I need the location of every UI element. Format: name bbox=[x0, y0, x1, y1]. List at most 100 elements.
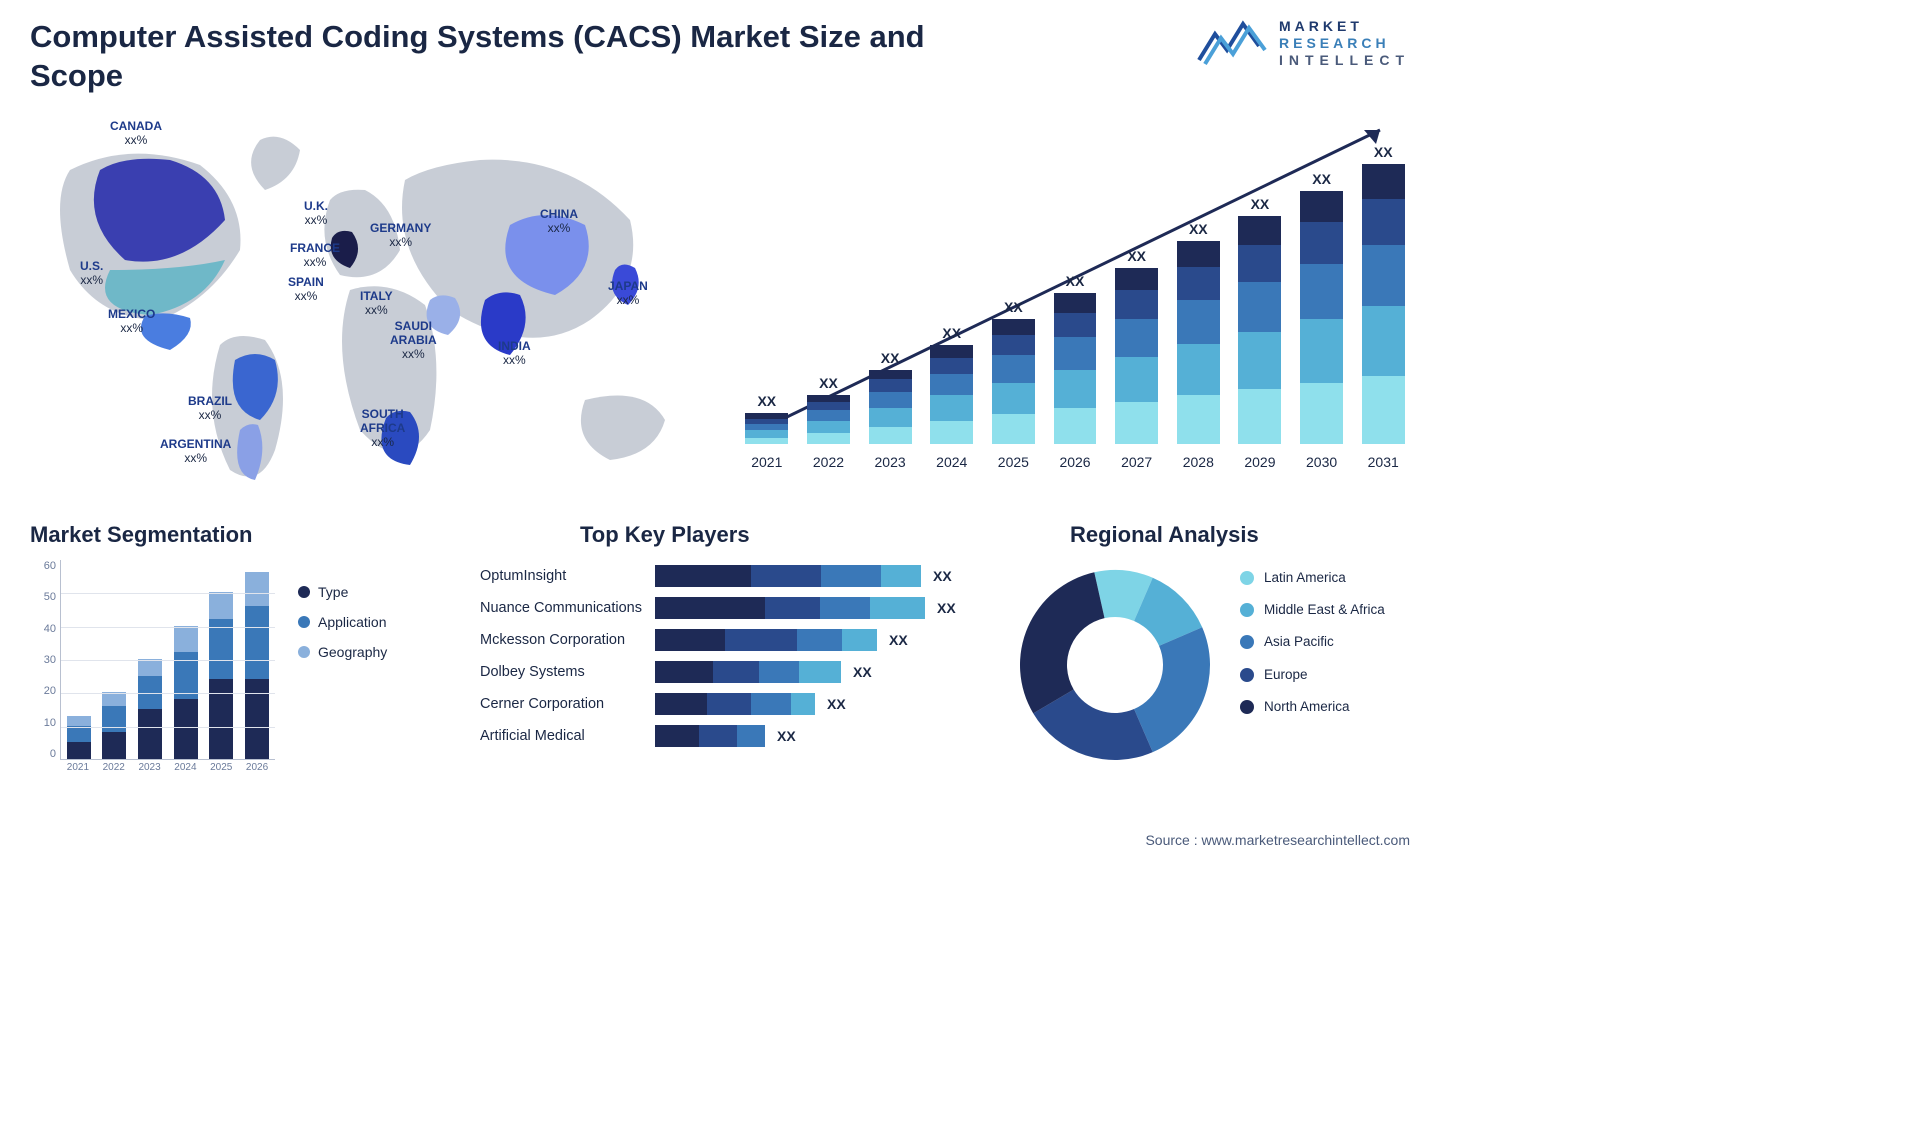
player-value: XX bbox=[853, 664, 872, 680]
market-bar: XX bbox=[1233, 196, 1287, 444]
map-label: ARGENTINAxx% bbox=[160, 438, 231, 466]
market-bar: XX bbox=[1171, 221, 1225, 444]
player-name: Mckesson Corporation bbox=[480, 632, 655, 648]
map-label: INDIAxx% bbox=[498, 340, 531, 368]
player-row: Cerner Corporation XX bbox=[480, 688, 980, 720]
player-row: Dolbey Systems XX bbox=[480, 656, 980, 688]
bar-value-label: XX bbox=[1004, 299, 1023, 315]
legend-item: North America bbox=[1240, 699, 1385, 715]
map-label: U.K.xx% bbox=[304, 200, 328, 228]
player-name: Cerner Corporation bbox=[480, 696, 655, 712]
map-label: MEXICOxx% bbox=[108, 308, 155, 336]
legend-item: Middle East & Africa bbox=[1240, 602, 1385, 618]
market-size-chart: XX XX XX XX XX XX XX XX XX XX XX 2021 2022 2023 2024 2… bbox=[740, 110, 1410, 470]
player-value: XX bbox=[889, 632, 908, 648]
player-name: Dolbey Systems bbox=[480, 664, 655, 680]
donut-slice bbox=[1134, 627, 1210, 752]
market-bar: XX bbox=[740, 393, 794, 444]
segmentation-chart: 6050403020100 202120222023202420252026 T… bbox=[30, 560, 430, 800]
bar-value-label: XX bbox=[819, 375, 838, 391]
source-text: Source : www.marketresearchintellect.com bbox=[1145, 832, 1410, 848]
map-label: ITALYxx% bbox=[360, 290, 393, 318]
market-bar: XX bbox=[987, 299, 1041, 444]
map-label: CHINAxx% bbox=[540, 208, 578, 236]
segmentation-heading: Market Segmentation bbox=[30, 522, 253, 548]
seg-bar bbox=[138, 659, 162, 759]
map-label: SAUDIARABIAxx% bbox=[390, 320, 437, 361]
player-value: XX bbox=[937, 600, 956, 616]
player-row: Artificial Medical XX bbox=[480, 720, 980, 752]
bar-value-label: XX bbox=[881, 350, 900, 366]
player-value: XX bbox=[827, 696, 846, 712]
page-title: Computer Assisted Coding Systems (CACS) … bbox=[30, 18, 930, 96]
bar-value-label: XX bbox=[1127, 248, 1146, 264]
bar-value-label: XX bbox=[1312, 171, 1331, 187]
year-label: 2024 bbox=[925, 454, 979, 470]
player-bar bbox=[655, 693, 815, 715]
bar-value-label: XX bbox=[1189, 221, 1208, 237]
logo-mark-icon bbox=[1197, 18, 1267, 68]
year-label: 2025 bbox=[987, 454, 1041, 470]
year-label: 2030 bbox=[1295, 454, 1349, 470]
market-bar: XX bbox=[802, 375, 856, 444]
legend-item: Type bbox=[298, 584, 387, 600]
map-label: BRAZILxx% bbox=[188, 395, 232, 423]
map-label: JAPANxx% bbox=[608, 280, 648, 308]
map-label: FRANCExx% bbox=[290, 242, 340, 270]
top-key-players-chart: OptumInsightXXNuance CommunicationsXXMck… bbox=[480, 560, 980, 800]
market-bar: XX bbox=[1356, 144, 1410, 444]
bar-value-label: XX bbox=[942, 325, 961, 341]
legend-item: Asia Pacific bbox=[1240, 634, 1385, 650]
donut-slice bbox=[1020, 572, 1105, 713]
market-bar: XX bbox=[1295, 171, 1349, 444]
market-bar: XX bbox=[925, 325, 979, 444]
player-bar bbox=[655, 725, 765, 747]
player-name: Nuance Communications bbox=[480, 600, 655, 616]
regional-legend: Latin America Middle East & Africa Asia Pa… bbox=[1240, 570, 1385, 731]
legend-item: Latin America bbox=[1240, 570, 1385, 586]
regional-donut: Latin America Middle East & Africa Asia Pa… bbox=[1010, 550, 1410, 790]
bar-value-label: XX bbox=[1251, 196, 1270, 212]
map-label: SOUTHAFRICAxx% bbox=[360, 408, 405, 449]
player-name: Artificial Medical bbox=[480, 728, 655, 744]
segmentation-legend: Type Application Geography bbox=[298, 584, 387, 674]
player-bar bbox=[655, 661, 841, 683]
world-map: CANADAxx% U.S.xx%MEXICOxx% BRAZILxx% ARGENT… bbox=[30, 110, 690, 500]
logo-text: MARKET RESEARCH INTELLECT bbox=[1279, 18, 1410, 68]
brand-logo: MARKET RESEARCH INTELLECT bbox=[1197, 18, 1410, 68]
year-label: 2027 bbox=[1110, 454, 1164, 470]
year-label: 2021 bbox=[740, 454, 794, 470]
year-label: 2022 bbox=[802, 454, 856, 470]
bar-value-label: XX bbox=[1066, 273, 1085, 289]
regional-heading: Regional Analysis bbox=[1070, 522, 1259, 548]
year-label: 2023 bbox=[863, 454, 917, 470]
player-value: XX bbox=[777, 728, 796, 744]
bar-value-label: XX bbox=[757, 393, 776, 409]
map-label: GERMANYxx% bbox=[370, 222, 431, 250]
player-value: XX bbox=[933, 568, 952, 584]
market-bar: XX bbox=[1048, 273, 1102, 444]
player-bar bbox=[655, 629, 877, 651]
player-bar bbox=[655, 565, 921, 587]
bar-value-label: XX bbox=[1374, 144, 1393, 160]
legend-item: Geography bbox=[298, 644, 387, 660]
year-label: 2026 bbox=[1048, 454, 1102, 470]
seg-bar bbox=[67, 716, 91, 759]
seg-bar bbox=[245, 572, 269, 759]
player-row: Nuance Communications XX bbox=[480, 592, 980, 624]
map-label: U.S.xx% bbox=[80, 260, 103, 288]
seg-bar bbox=[209, 592, 233, 759]
map-label: SPAINxx% bbox=[288, 276, 324, 304]
player-name: OptumInsight bbox=[480, 568, 655, 584]
legend-item: Application bbox=[298, 614, 387, 630]
year-label: 2031 bbox=[1356, 454, 1410, 470]
tkp-heading: Top Key Players bbox=[580, 522, 750, 548]
player-bar bbox=[655, 597, 925, 619]
map-label: CANADAxx% bbox=[110, 120, 162, 148]
year-label: 2029 bbox=[1233, 454, 1287, 470]
year-label: 2028 bbox=[1171, 454, 1225, 470]
market-bar: XX bbox=[1110, 248, 1164, 444]
player-row: Mckesson Corporation XX bbox=[480, 624, 980, 656]
market-bar: XX bbox=[863, 350, 917, 444]
player-row: OptumInsight XX bbox=[480, 560, 980, 592]
